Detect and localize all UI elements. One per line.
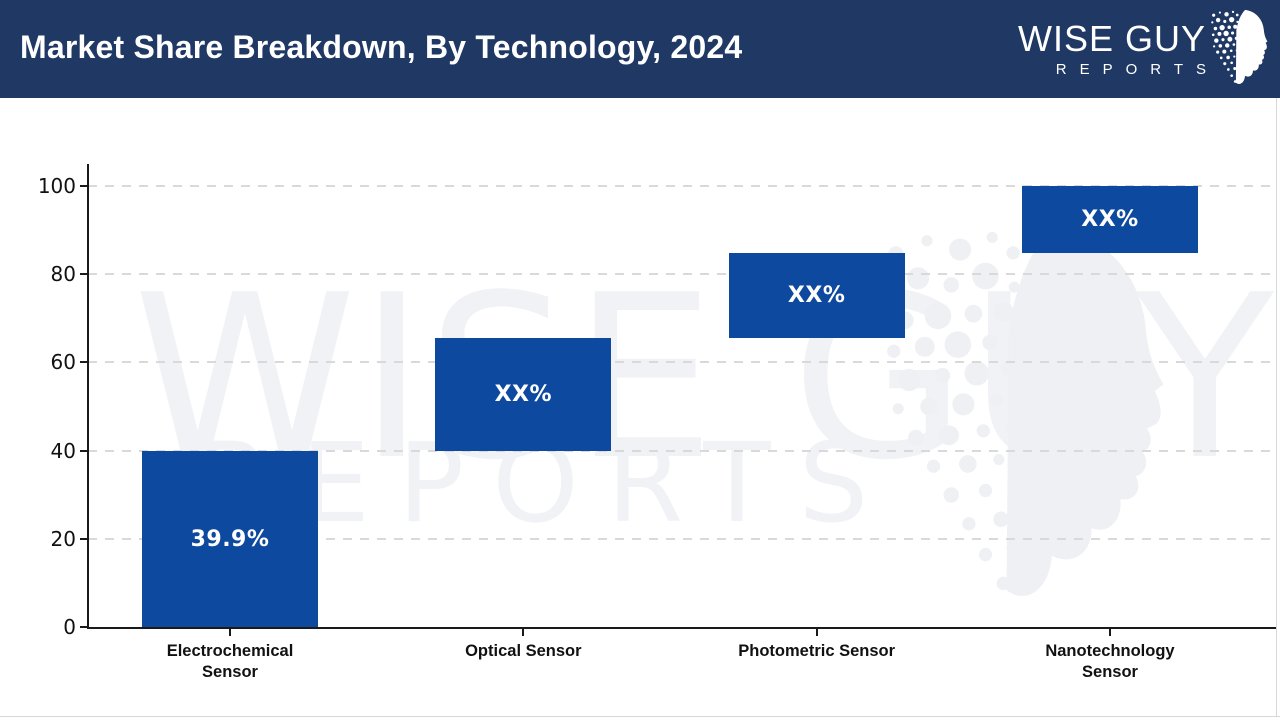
y-tick-label-40: 40 (50, 438, 76, 463)
bar-optical-sensor: XX% (435, 338, 612, 451)
bar-value-label: 39.9% (190, 526, 270, 552)
y-tick-mark-0 (80, 626, 88, 628)
logo-sub-text: REPORTS (1055, 60, 1219, 78)
chart-title: Market Share Breakdown, By Technology, 2… (20, 28, 743, 65)
bar-value-label: XX% (787, 283, 846, 309)
logo-brand-text: WISE GUY (1017, 17, 1206, 59)
x-tick-mark-nanotechnology-sensor (1108, 629, 1111, 636)
y-tick-mark-80 (80, 273, 88, 276)
y-tick-label-0: 0 (63, 615, 76, 639)
gridline-y-60 (88, 361, 1274, 364)
x-axis-label-photometric-sensor: Photometric Sensor (738, 642, 896, 660)
y-tick-mark-60 (80, 361, 88, 364)
logo-text-block: WISE GUY REPORTS (1017, 17, 1206, 78)
figure-bottom-border (0, 716, 1280, 717)
y-tick-mark-20 (80, 537, 88, 540)
x-tick-mark-optical-sensor (522, 629, 525, 636)
y-tick-label-60: 60 (50, 350, 76, 375)
y-axis-line (87, 164, 89, 629)
gridline-y-40 (88, 449, 1274, 452)
y-tick-label-100: 100 (37, 174, 76, 198)
brand-logo: WISE GUY REPORTS (1018, 9, 1268, 89)
x-axis-label-optical-sensor: Optical Sensor (465, 642, 582, 660)
gridline-y-20 (88, 537, 1274, 540)
header: Market Share Breakdown, By Technology, 2… (0, 0, 1280, 98)
bar-value-label: XX% (1081, 207, 1139, 233)
y-tick-label-20: 20 (50, 526, 76, 551)
gridline-y-100 (88, 185, 1274, 187)
x-tick-mark-electrochemical-sensor (229, 629, 231, 636)
logo-face-icon (1211, 9, 1268, 84)
x-axis-label-nanotechnology-sensor: Nanotechnology Sensor (1045, 642, 1175, 681)
gridline-y-80 (88, 273, 1274, 276)
plot-area: 39.9% XX% XX% XX% 0 20 40 60 80 100 Electrochemi… (0, 98, 1280, 720)
bar-electrochemical-sensor: 39.9% (142, 451, 318, 627)
x-axis-line (87, 627, 1277, 629)
bar-nanotechnology-sensor: XX% (1021, 186, 1198, 254)
x-tick-mark-photometric-sensor (815, 629, 818, 636)
y-tick-label-80: 80 (50, 262, 76, 287)
figure-right-border (1276, 98, 1277, 717)
y-tick-mark-100 (80, 185, 88, 187)
bar-value-label: XX% (494, 381, 553, 407)
x-axis-label-electrochemical-sensor: Electrochemical Sensor (166, 642, 294, 681)
chart-area: WISE GUY REPORTS 39.9% XX% XX% XX% 0 20 40 60 8… (0, 98, 1280, 720)
y-tick-mark-40 (80, 449, 88, 452)
bar-photometric-sensor: XX% (728, 253, 905, 339)
